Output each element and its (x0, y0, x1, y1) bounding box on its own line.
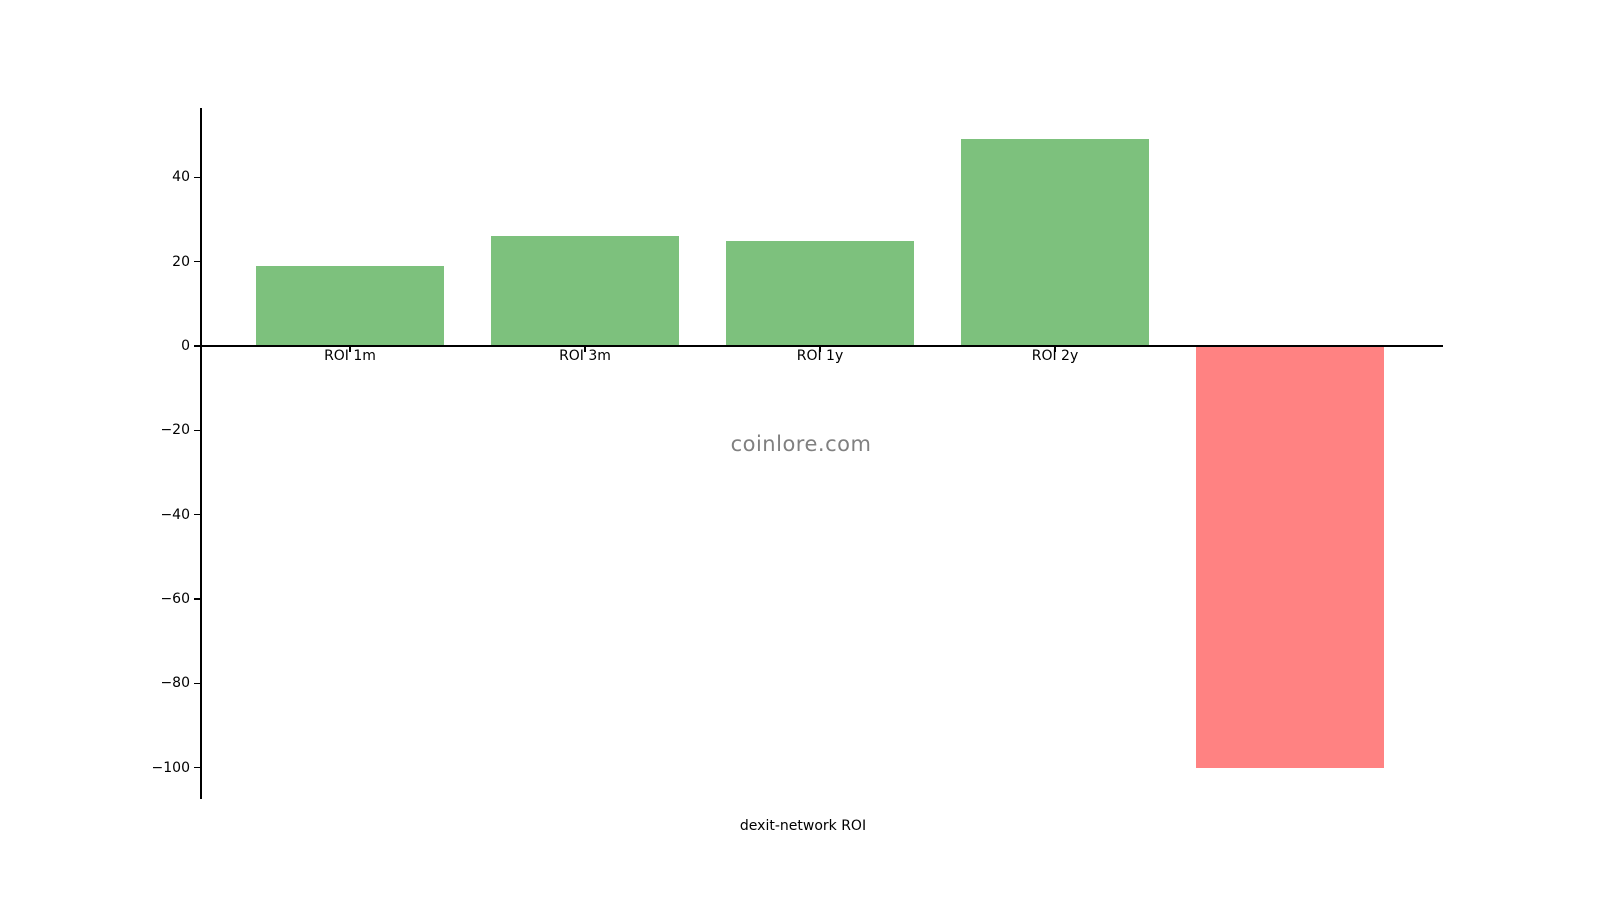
y-tick-mark (194, 429, 200, 432)
y-tick-label: −100 (151, 759, 190, 776)
y-axis-spine (200, 108, 202, 799)
y-tick-label: −80 (160, 675, 190, 692)
x-tick-label: ROI 3m (559, 347, 611, 364)
y-tick-label: −20 (160, 422, 190, 439)
x-tick-label: ROI 1m (324, 347, 376, 364)
bar-roi-2y (961, 139, 1149, 346)
y-tick-mark (194, 513, 200, 516)
y-tick-label: 0 (181, 337, 190, 354)
y-tick-mark (194, 598, 200, 600)
y-tick-label: −60 (160, 590, 190, 607)
y-tick-mark (194, 176, 200, 179)
y-tick-mark (194, 260, 200, 263)
y-tick-label: −40 (160, 506, 190, 523)
x-tick-mark (349, 345, 351, 352)
x-tick-label: ROI 2y (1031, 347, 1079, 364)
x-tick-mark (1054, 345, 1056, 352)
x-tick-mark (819, 345, 821, 352)
bar-unlabeled (1196, 345, 1384, 768)
x-axis-title: dexit-network ROI (739, 818, 867, 834)
y-tick-label: 40 (172, 169, 190, 186)
bar-roi-1y (726, 240, 914, 346)
x-tick-label: ROI 1y (796, 347, 844, 364)
watermark: coinlore.com (730, 432, 872, 456)
y-tick-mark (194, 345, 200, 347)
bar-roi-3m (491, 236, 679, 346)
y-tick-mark (194, 682, 200, 685)
y-tick-mark (194, 766, 200, 769)
y-tick-label: 20 (172, 253, 190, 270)
bar-roi-1m (256, 265, 444, 346)
x-tick-mark (584, 345, 586, 352)
x-axis-line (200, 345, 1443, 347)
